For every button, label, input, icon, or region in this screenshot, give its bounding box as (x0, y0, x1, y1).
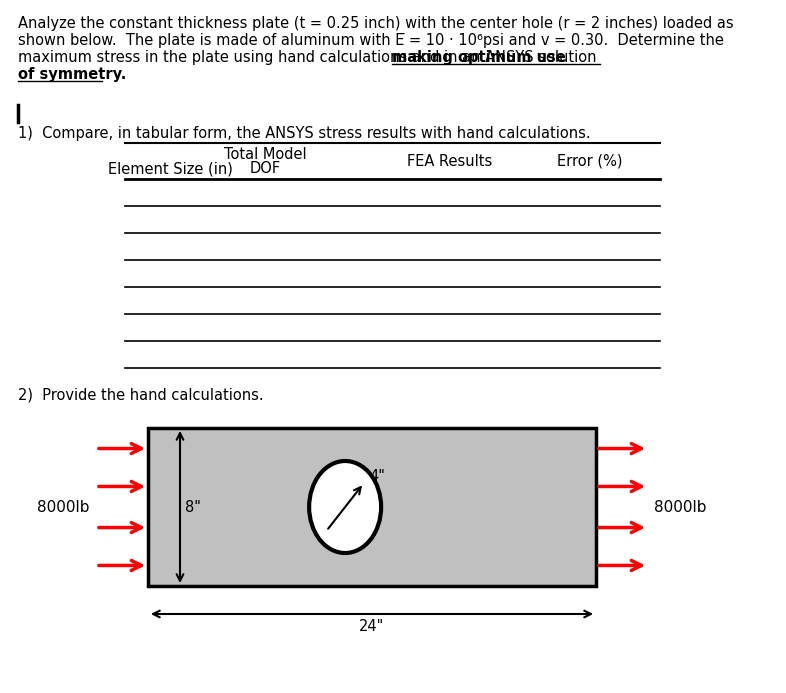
Text: of symmetry.: of symmetry. (18, 67, 127, 82)
Text: 8000lb: 8000lb (654, 500, 707, 514)
Text: maximum stress in the plate using hand calculations and in an ANSYS solution: maximum stress in the plate using hand c… (18, 50, 601, 65)
Text: shown below.  The plate is made of aluminum with E̅ = 10 · 10⁶psi and v = 0.30. : shown below. The plate is made of alumin… (18, 33, 724, 48)
Text: making optimum use: making optimum use (392, 50, 566, 65)
Text: 2)  Provide the hand calculations.: 2) Provide the hand calculations. (18, 388, 263, 403)
Text: 1)  Compare, in tabular form, the ANSYS stress results with hand calculations.: 1) Compare, in tabular form, the ANSYS s… (18, 126, 590, 141)
Text: FEA Results: FEA Results (407, 154, 493, 169)
Text: Total Model: Total Model (224, 147, 307, 162)
Text: Analyze the constant thickness plate (t = 0.25 inch) with the center hole (r = 2: Analyze the constant thickness plate (t … (18, 16, 733, 31)
Text: 8": 8" (185, 500, 201, 514)
Text: 8000lb: 8000lb (38, 500, 90, 514)
Text: Element Size (in): Element Size (in) (108, 161, 233, 176)
Text: DOF: DOF (249, 161, 281, 176)
Text: 24": 24" (359, 619, 384, 634)
Bar (148, 428, 596, 586)
Text: 4": 4" (369, 469, 384, 484)
Text: Error (%): Error (%) (557, 154, 623, 169)
Ellipse shape (309, 461, 381, 553)
